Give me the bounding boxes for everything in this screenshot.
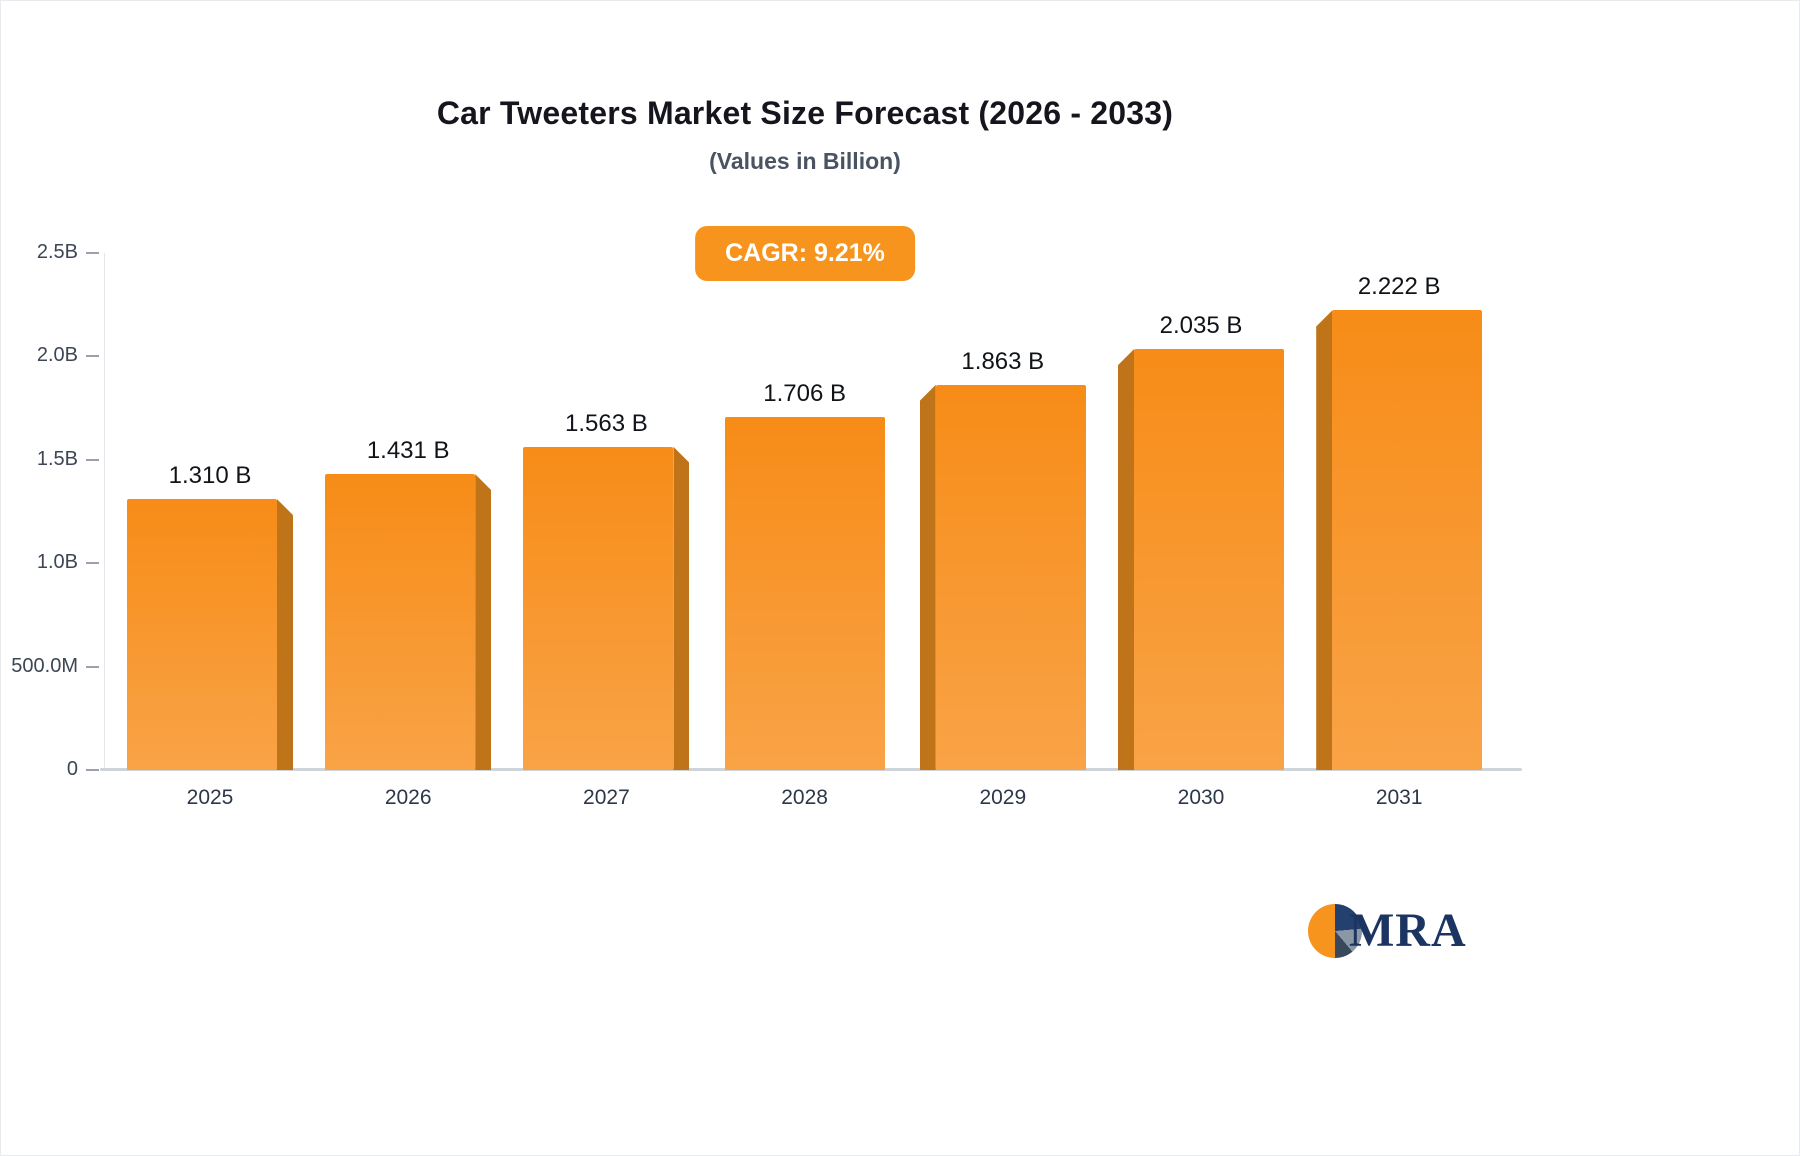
- bar: 1.863 B: [919, 348, 1086, 770]
- y-axis-tick: [86, 665, 99, 668]
- bar-value-label: 1.563 B: [565, 409, 648, 437]
- chart-title: Car Tweeters Market Size Forecast (2026 …: [436, 95, 1174, 131]
- x-axis-label: 2030: [1177, 786, 1225, 809]
- y-axis-tick: [86, 252, 99, 254]
- bar-value-label: 2.035 B: [1159, 312, 1243, 340]
- bar-3d-side: [1316, 310, 1333, 770]
- cagr-badge: CAGR: 9.21%: [695, 226, 915, 281]
- x-axis-label: 2027: [583, 786, 630, 809]
- bar-face: [724, 417, 885, 770]
- y-axis-tick: [86, 458, 99, 461]
- bar: 1.310 B: [127, 462, 293, 770]
- bar-3d-side: [919, 384, 936, 770]
- x-axis-label: 2028: [781, 786, 828, 809]
- y-axis-tick: [86, 562, 99, 565]
- x-axis-label: 2026: [384, 786, 432, 809]
- logo-text: MRA: [1349, 904, 1467, 957]
- bar-value-label: 1.431 B: [366, 437, 450, 465]
- bar: 2.035 B: [1118, 312, 1284, 770]
- x-axis-label: 2025: [186, 786, 234, 809]
- y-axis-label: 0: [66, 758, 78, 780]
- bar-value-label: 1.706 B: [763, 380, 846, 408]
- y-axis-line: [104, 253, 105, 770]
- bar-face: [127, 499, 277, 770]
- logo-pie-icon: [1308, 903, 1362, 958]
- bar: 2.222 B: [1316, 273, 1483, 770]
- y-axis-label: 1.5B: [36, 447, 78, 470]
- bar: 1.563 B: [523, 410, 690, 770]
- bar-3d-side: [673, 446, 690, 770]
- x-axis-label: 2031: [1375, 786, 1423, 809]
- mra-logo: MRA: [1308, 903, 1467, 958]
- y-axis-tick: [86, 355, 99, 358]
- y-axis-label: 2.0B: [36, 344, 78, 367]
- bar-3d-side: [475, 474, 492, 770]
- chart-subtitle: (Values in Billion): [709, 148, 901, 174]
- y-axis-label: 2.5B: [36, 241, 78, 263]
- bar-face: [1134, 349, 1284, 770]
- bar-face: [935, 384, 1086, 770]
- bar: 1.431 B: [325, 437, 492, 770]
- bar: 1.706 B: [724, 380, 885, 770]
- bar-3d-side: [1118, 349, 1134, 770]
- bar-value-label: 1.310 B: [168, 462, 252, 490]
- bar-face: [1332, 310, 1483, 770]
- bar-value-label: 1.863 B: [961, 347, 1045, 375]
- y-axis-label: 500.0M: [11, 654, 78, 677]
- bar-value-label: 2.222 B: [1357, 273, 1441, 301]
- y-axis-tick: [86, 769, 99, 771]
- bar-face: [325, 474, 476, 770]
- bar-face: [523, 446, 674, 770]
- x-axis-label: 2029: [979, 786, 1027, 809]
- y-axis-label: 1.0B: [36, 551, 78, 574]
- bar-3d-side: [277, 499, 293, 770]
